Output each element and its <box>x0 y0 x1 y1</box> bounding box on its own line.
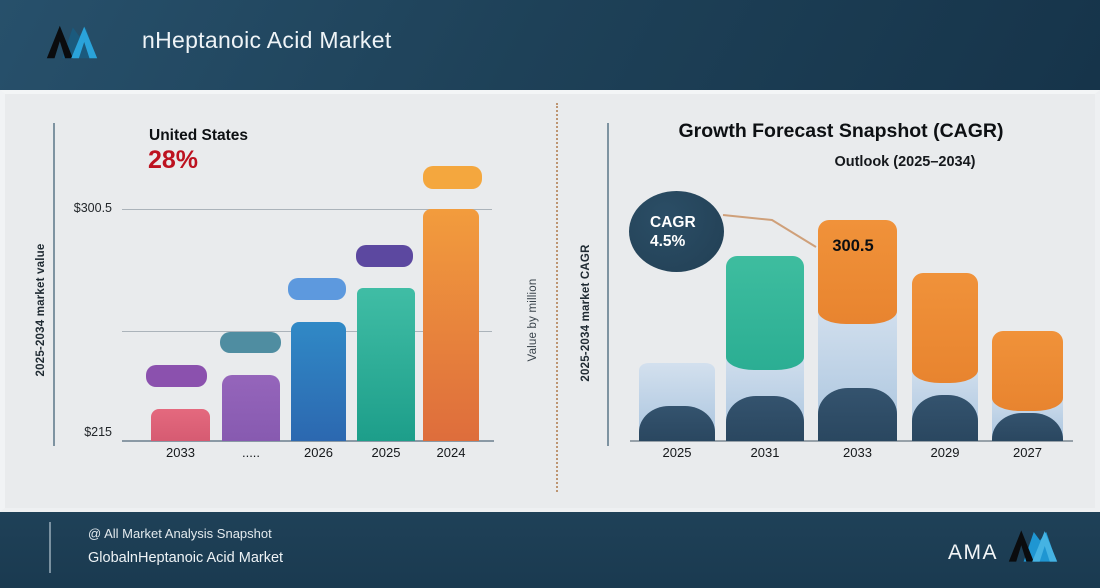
x-label-2033: 2033 <box>843 445 872 460</box>
bar-cap-2025 <box>356 245 413 267</box>
footer-brand-wordmark: AMA <box>948 541 999 564</box>
bar-dome-2027 <box>992 413 1063 441</box>
logo-peak-left <box>46 25 73 59</box>
footer-separator <box>49 522 51 573</box>
bar-dome-2025 <box>639 406 715 441</box>
x-label-2026: 2026 <box>304 445 333 460</box>
bar-dome-2029 <box>912 395 978 441</box>
ama-logo-icon <box>46 25 98 59</box>
y-tick-lower: $215 <box>84 425 112 439</box>
x-label-2024: 2024 <box>436 445 466 460</box>
left-chart-title: United States <box>149 127 249 144</box>
left-chart-highlight: 28% <box>148 146 199 174</box>
x-label-2031: 2031 <box>750 445 780 460</box>
bar-2024 <box>423 209 479 441</box>
left-y-axis-title: 2025-2034 market value <box>35 243 47 377</box>
header-bar: nHeptanoic Acid Market <box>0 0 1100 90</box>
gridline-upper <box>122 209 492 210</box>
left-x-axis <box>122 440 494 442</box>
bar-top-2033 <box>818 220 897 324</box>
x-label-2033: 2033 <box>166 445 195 460</box>
left-right-axis-title: Value by million <box>527 278 539 362</box>
page-title: nHeptanoic Acid Market <box>142 27 392 53</box>
bar-cap-2026 <box>288 278 346 300</box>
bar-top-2029 <box>912 273 978 383</box>
bar-data-label: 300.5 <box>832 237 874 255</box>
ama-logo-footer-icon <box>1008 530 1058 562</box>
logo-peak-left <box>1008 530 1034 562</box>
x-label-2025: 2025 <box>662 445 692 460</box>
right-x-axis <box>630 440 1073 442</box>
bar-2033 <box>151 409 210 441</box>
bar-top-2027 <box>992 331 1063 411</box>
right-y-axis <box>607 123 609 446</box>
bar-dome-2031 <box>726 396 804 441</box>
x-label-2029: 2029 <box>930 445 960 460</box>
footer-tagline: @ All Market Analysis Snapshot <box>88 526 272 541</box>
bar-..... <box>222 375 280 441</box>
bar-cap-2024 <box>423 166 482 189</box>
footer-market-name: GlobalnHeptanoic Acid Market <box>88 550 284 566</box>
cagr-badge-label: CAGR <box>650 213 696 231</box>
bar-cap-..... <box>220 332 281 353</box>
logo-peak-right <box>1032 531 1058 562</box>
left-y-axis <box>53 123 55 446</box>
bar-cap-2033 <box>146 365 207 387</box>
right-y-axis-title: 2025-2034 market CAGR <box>580 244 592 382</box>
panel-divider <box>556 103 558 492</box>
x-label-2027: 2027 <box>1013 445 1042 460</box>
bar-2026 <box>291 322 346 441</box>
charts-area: 2025-2034 market value United States 28%… <box>0 90 1100 512</box>
x-label-.....: ..... <box>241 445 261 460</box>
bar-top-2031 <box>726 256 804 370</box>
cagr-badge: CAGR 4.5% <box>629 191 724 272</box>
right-chart-subtitle: Outlook (2025–2034) <box>834 154 976 170</box>
callout-polyline <box>722 214 817 248</box>
right-chart-title: Growth Forecast Snapshot (CAGR) <box>678 120 1004 142</box>
logo-peak-right <box>71 26 98 59</box>
bar-2025 <box>357 288 415 441</box>
x-label-2025: 2025 <box>371 445 401 460</box>
bar-dome-2033 <box>818 388 897 441</box>
y-tick-upper: $300.5 <box>73 201 112 215</box>
footer-bar: @ All Market Analysis Snapshot GlobalnHe… <box>0 512 1100 588</box>
cagr-badge-value: 4.5% <box>650 232 686 250</box>
